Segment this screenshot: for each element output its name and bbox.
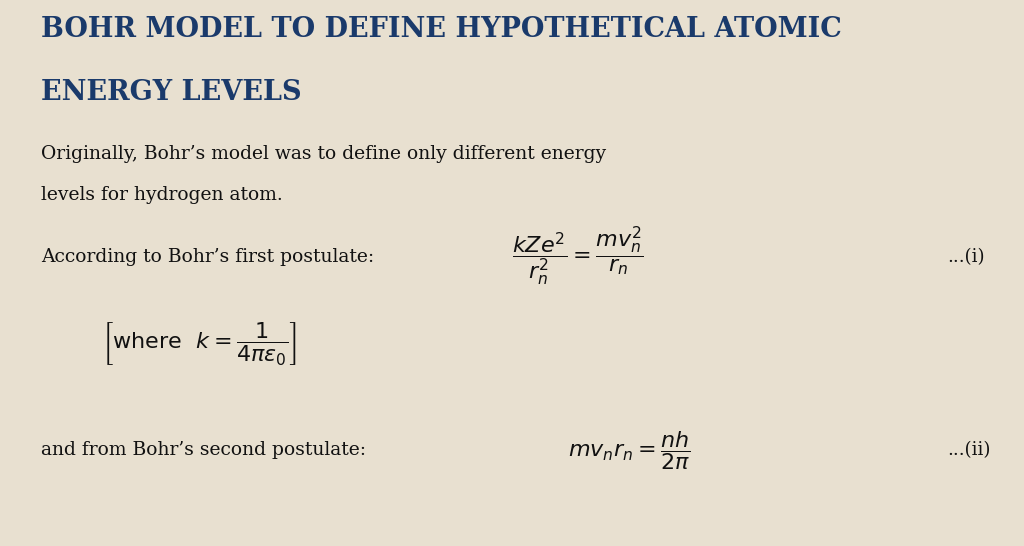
Text: ...(i): ...(i): [947, 248, 985, 265]
Text: BOHR MODEL TO DEFINE HYPOTHETICAL ATOMIC: BOHR MODEL TO DEFINE HYPOTHETICAL ATOMIC: [41, 16, 842, 43]
Text: ENERGY LEVELS: ENERGY LEVELS: [41, 79, 302, 106]
Text: $\dfrac{kZe^2}{r_n^2} = \dfrac{mv_n^2}{r_n}$: $\dfrac{kZe^2}{r_n^2} = \dfrac{mv_n^2}{r…: [512, 225, 644, 288]
Text: ...(ii): ...(ii): [947, 442, 990, 459]
Text: According to Bohr’s first postulate:: According to Bohr’s first postulate:: [41, 248, 374, 265]
Text: Originally, Bohr’s model was to define only different energy: Originally, Bohr’s model was to define o…: [41, 145, 606, 163]
Text: $mv_n r_n = \dfrac{nh}{2\pi}$: $mv_n r_n = \dfrac{nh}{2\pi}$: [568, 429, 691, 472]
Text: $\left[\mathrm{where}\ \ k = \dfrac{1}{4\pi\varepsilon_0}\right]$: $\left[\mathrm{where}\ \ k = \dfrac{1}{4…: [102, 321, 298, 367]
Text: levels for hydrogen atom.: levels for hydrogen atom.: [41, 186, 283, 204]
Text: and from Bohr’s second postulate:: and from Bohr’s second postulate:: [41, 442, 366, 459]
